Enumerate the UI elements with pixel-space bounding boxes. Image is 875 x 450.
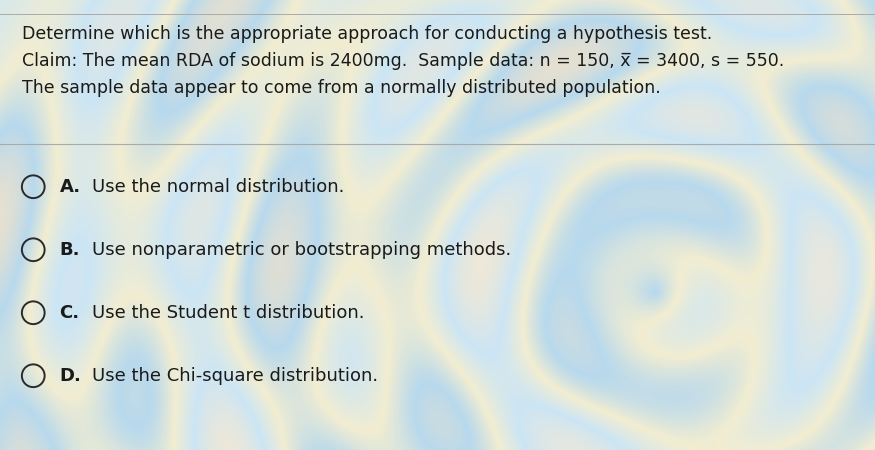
Text: D.: D. — [60, 367, 81, 385]
Text: B.: B. — [60, 241, 80, 259]
Text: A.: A. — [60, 178, 80, 196]
Text: Use the normal distribution.: Use the normal distribution. — [92, 178, 344, 196]
Text: Use nonparametric or bootstrapping methods.: Use nonparametric or bootstrapping metho… — [92, 241, 511, 259]
Text: Use the Chi-square distribution.: Use the Chi-square distribution. — [92, 367, 378, 385]
Text: C.: C. — [60, 304, 80, 322]
Text: Claim: The mean RDA of sodium is 2400mg.  Sample data: n = 150, x̅ = 3400, s = 5: Claim: The mean RDA of sodium is 2400mg.… — [22, 52, 784, 70]
Text: Use the Student t distribution.: Use the Student t distribution. — [92, 304, 364, 322]
Text: Determine which is the appropriate approach for conducting a hypothesis test.: Determine which is the appropriate appro… — [22, 25, 712, 43]
Text: The sample data appear to come from a normally distributed population.: The sample data appear to come from a no… — [22, 79, 661, 97]
